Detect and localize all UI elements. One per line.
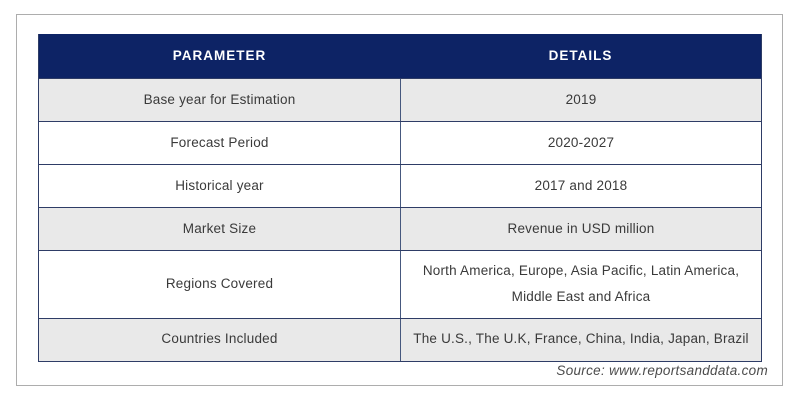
content-frame: PARAMETER DETAILS Base year for Estimati…: [16, 14, 783, 386]
table-row-regions-covered: Regions Covered North America, Europe, A…: [39, 250, 761, 318]
table-header-row: PARAMETER DETAILS: [39, 34, 761, 78]
parameters-table: PARAMETER DETAILS Base year for Estimati…: [38, 34, 762, 362]
column-header-details: DETAILS: [548, 47, 613, 63]
details-cell: North America, Europe, Asia Pacific, Lat…: [400, 251, 761, 318]
details-cell: 2019: [400, 79, 761, 121]
column-header-parameter: PARAMETER: [172, 47, 267, 63]
parameter-cell: Base year for Estimation: [143, 91, 296, 107]
details-cell: 2017 and 2018: [400, 165, 761, 207]
details-cell: 2020-2027: [400, 122, 761, 164]
details-cell: Revenue in USD million: [400, 208, 761, 250]
parameter-cell: Countries Included: [161, 331, 278, 347]
source-attribution: Source: www.reportsanddata.com: [556, 363, 768, 378]
table-row-countries-included: Countries Included The U.S., The U.K, Fr…: [39, 317, 761, 361]
parameter-cell: Market Size: [182, 220, 257, 236]
table-row-forecast-period: Forecast Period 2020-2027: [39, 121, 761, 164]
table-row-market-size: Market Size Revenue in USD million: [39, 207, 761, 250]
parameter-cell: Regions Covered: [165, 276, 274, 292]
table-row-historical-year: Historical year 2017 and 2018: [39, 164, 761, 207]
details-cell: The U.S., The U.K, France, China, India,…: [400, 318, 761, 361]
parameter-cell: Forecast Period: [170, 134, 269, 150]
table-row-base-year: Base year for Estimation 2019: [39, 78, 761, 121]
parameter-cell: Historical year: [175, 177, 264, 193]
